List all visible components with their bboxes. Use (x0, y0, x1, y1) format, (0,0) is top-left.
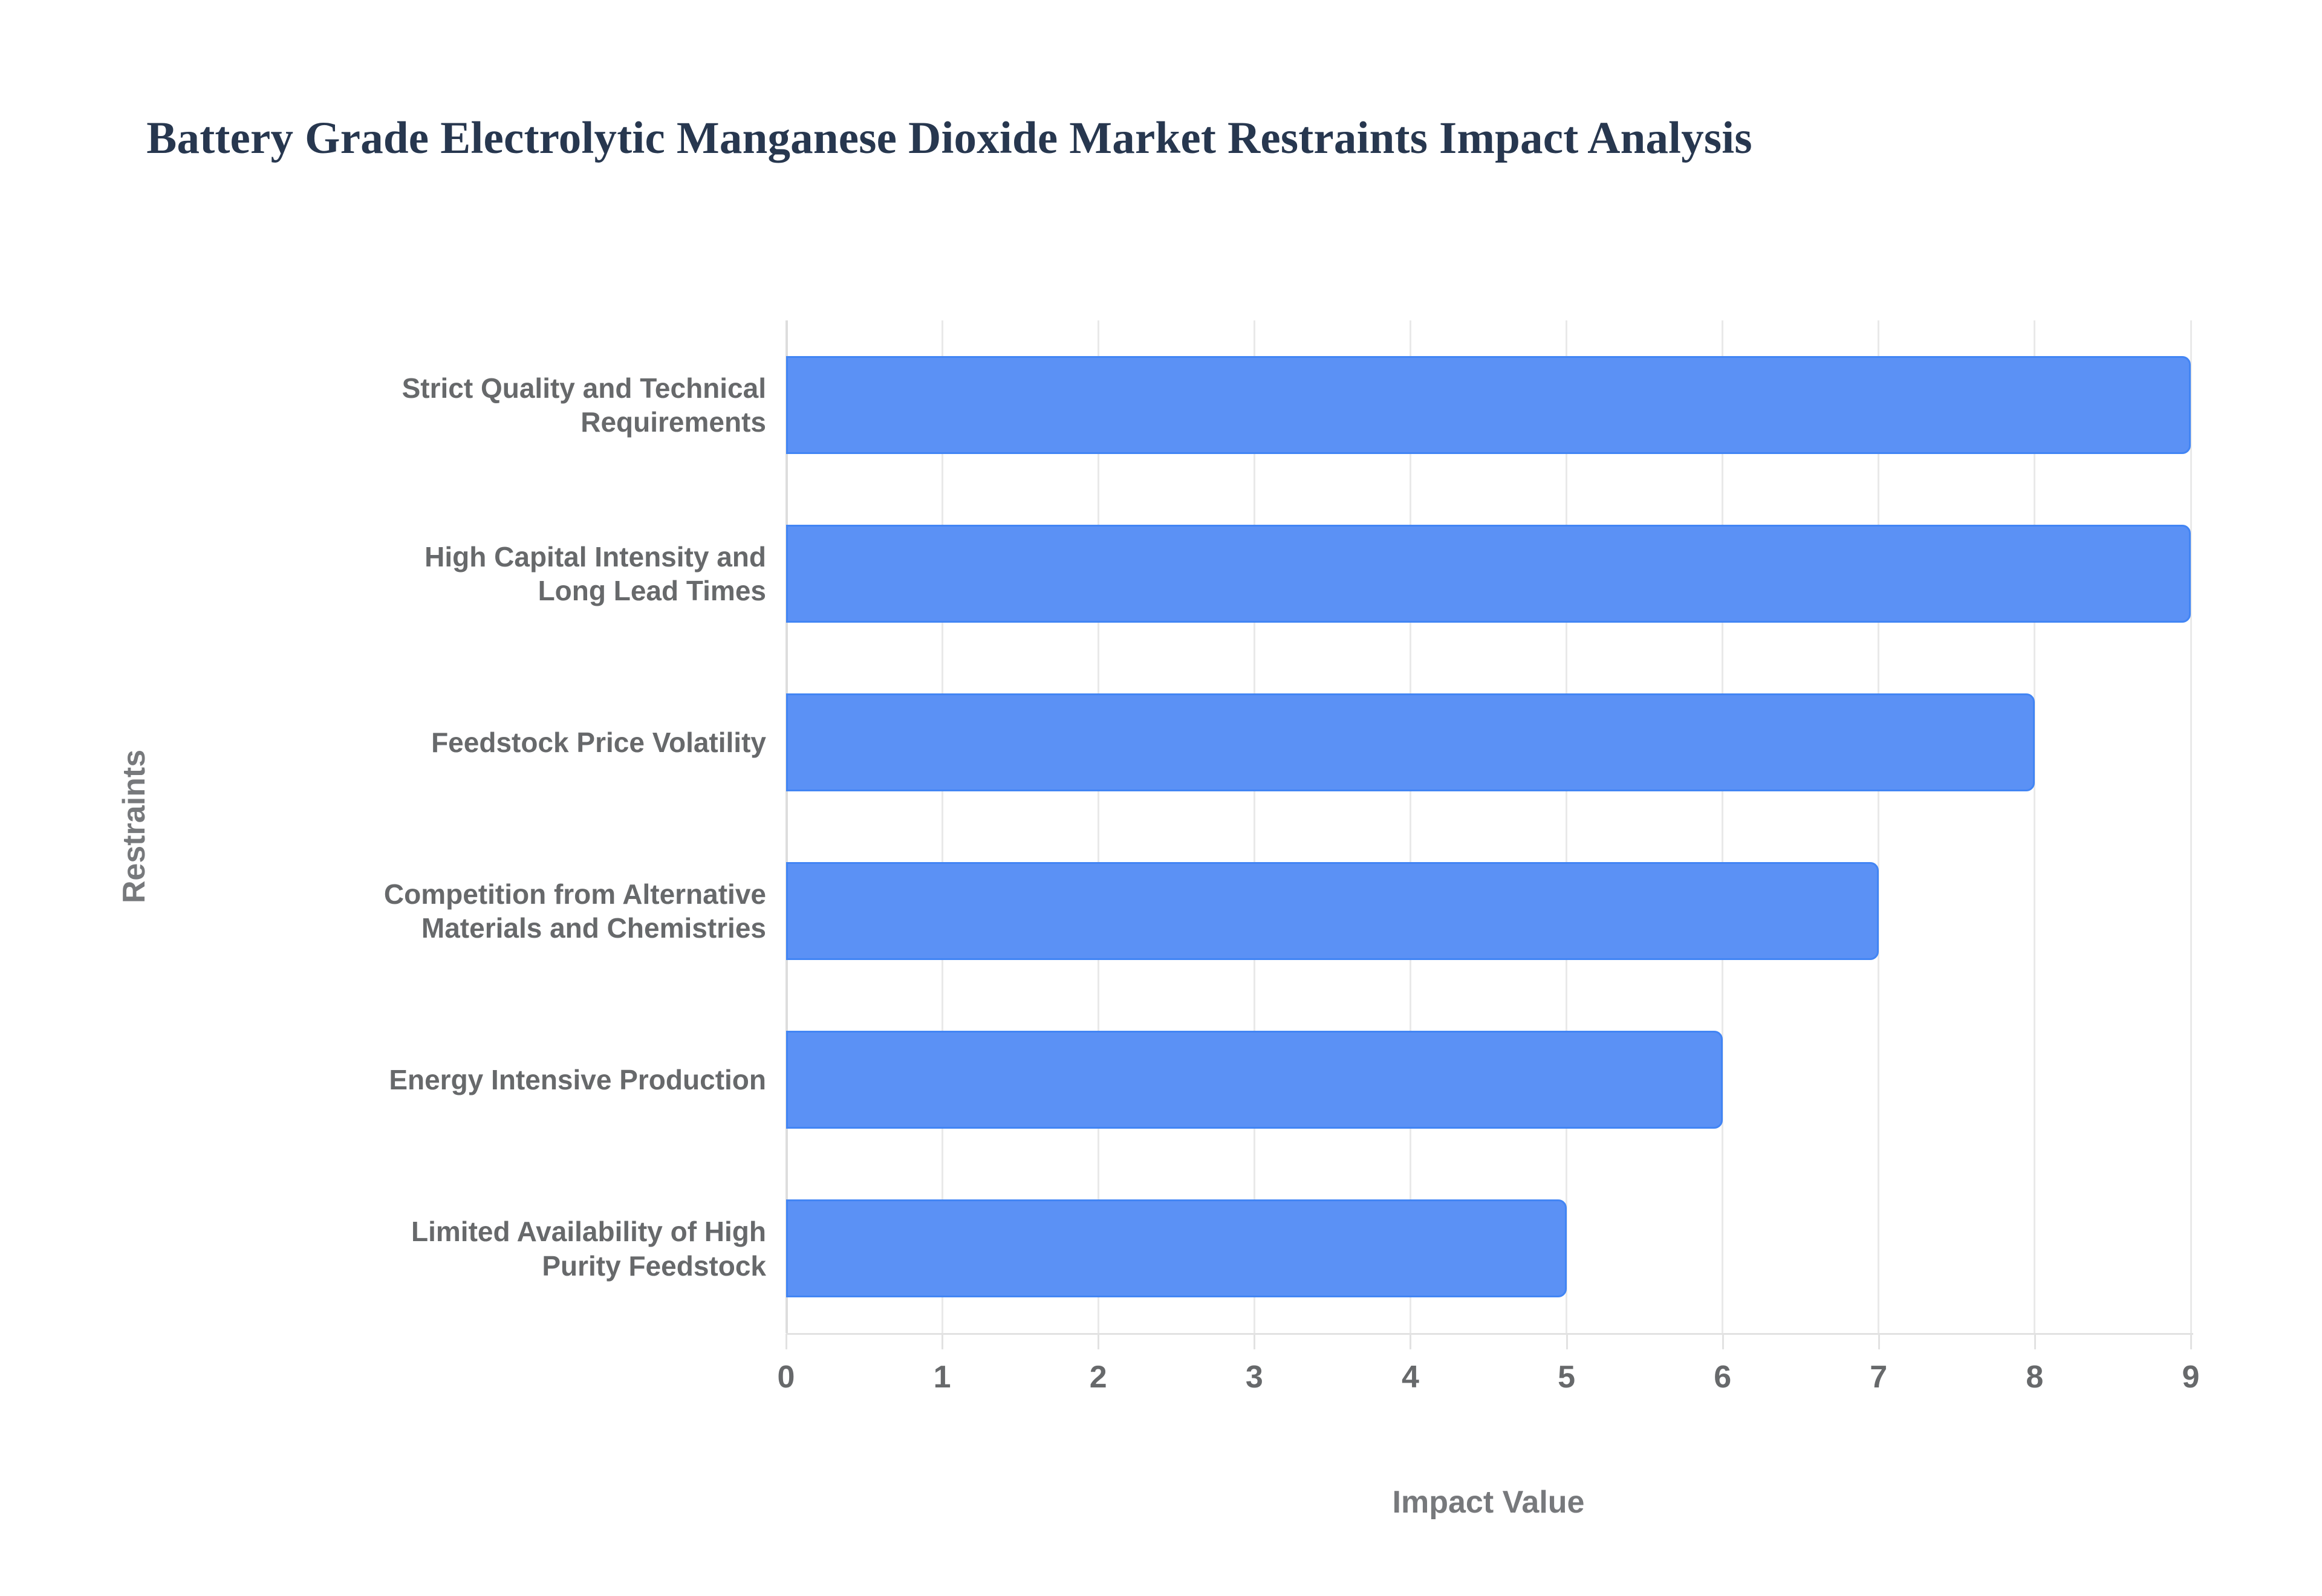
x-tick-label-6: 6 (1714, 1360, 1732, 1395)
bar[interactable] (786, 355, 2191, 454)
gridline-9 (2190, 320, 2192, 1333)
x-tick-mark-8 (2034, 1334, 2036, 1349)
bar-row (786, 524, 2191, 623)
x-tick-label-4: 4 (1401, 1360, 1419, 1395)
x-tick-label-0: 0 (777, 1360, 795, 1395)
y-axis-label-4: Energy Intensive Production (389, 1064, 766, 1096)
gridline-7 (1878, 320, 1880, 1333)
gridline-1 (941, 320, 943, 1333)
y-axis-label-1: High Capital Intensity and Long Lead Time… (424, 540, 766, 606)
x-tick-label-3: 3 (1245, 1360, 1263, 1395)
bar-row (786, 862, 2191, 961)
x-tick-label-2: 2 (1089, 1360, 1107, 1395)
bar-row (786, 693, 2191, 791)
y-axis-title: Restraints (117, 749, 152, 904)
x-tick-mark-6 (1722, 1334, 1724, 1349)
bar-row (786, 355, 2191, 454)
x-tick-mark-7 (1878, 1334, 1880, 1349)
x-axis-tick-labels: 0 1 2 3 4 5 6 7 8 9 (778, 1334, 2199, 1407)
x-tick-mark-4 (1410, 1334, 1412, 1349)
bar[interactable] (786, 862, 1879, 961)
x-tick-mark-2 (1098, 1334, 1100, 1349)
x-tick-mark-9 (2190, 1334, 2192, 1349)
x-tick-mark-5 (1566, 1334, 1568, 1349)
plot-area (785, 320, 2192, 1333)
y-axis-label-2: Feedstock Price Volatility (431, 726, 766, 758)
gridline-8 (2034, 320, 2036, 1333)
x-tick-mark-1 (941, 1334, 944, 1349)
bar[interactable] (786, 693, 2035, 791)
x-axis-line (786, 1333, 2193, 1335)
y-axis-label-0: Strict Quality and Technical Requirements (402, 372, 766, 438)
bar-row (786, 1031, 2191, 1129)
bar[interactable] (786, 1031, 1723, 1129)
gridline-0 (785, 320, 788, 1333)
y-axis-category-labels: Strict Quality and Technical Requirements… (42, 320, 768, 1333)
y-axis-label-3: Competition from Alternative Materials an… (383, 878, 766, 944)
x-tick-label-8: 8 (2026, 1360, 2044, 1395)
bar[interactable] (786, 524, 2191, 623)
gridline-6 (1722, 320, 1724, 1333)
gridline-3 (1253, 320, 1255, 1333)
gridline-5 (1566, 320, 1568, 1333)
bar-row (786, 1199, 2191, 1298)
x-axis-title: Impact Value (1392, 1485, 1585, 1520)
page-title: Battery Grade Electrolytic Manganese Dio… (146, 113, 1752, 163)
x-tick-mark-0 (785, 1334, 787, 1349)
x-tick-label-9: 9 (2182, 1360, 2200, 1395)
y-axis-label-5: Limited Availability of High Purity Feeds… (411, 1216, 766, 1282)
x-tick-mark-3 (1254, 1334, 1256, 1349)
bar[interactable] (786, 1199, 1567, 1298)
gridline-2 (1097, 320, 1099, 1333)
x-tick-label-7: 7 (1870, 1360, 1888, 1395)
gridline-4 (1409, 320, 1411, 1333)
x-tick-label-5: 5 (1558, 1360, 1575, 1395)
x-tick-label-1: 1 (933, 1360, 951, 1395)
